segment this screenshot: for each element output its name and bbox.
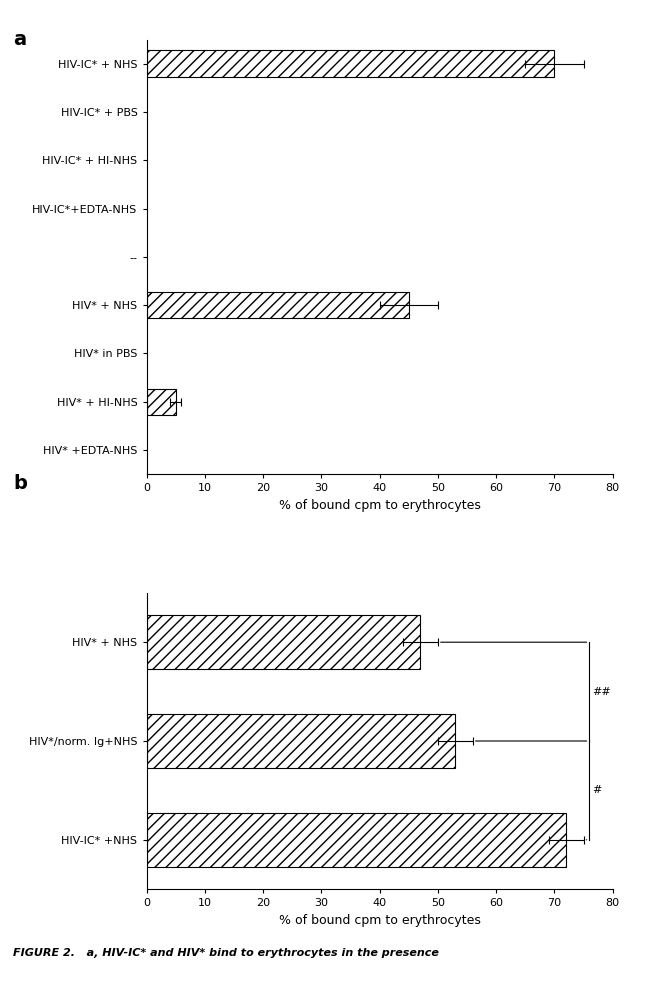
Bar (147, 50, 554, 77)
Text: #: # (592, 785, 601, 795)
Bar (147, 713, 456, 769)
X-axis label: % of bound cpm to erythrocytes: % of bound cpm to erythrocytes (278, 914, 481, 927)
Bar (147, 291, 409, 318)
Text: FIGURE 2.   a, HIV-IC* and HIV* bind to erythrocytes in the presence: FIGURE 2. a, HIV-IC* and HIV* bind to er… (13, 948, 439, 958)
Text: b: b (13, 474, 27, 493)
Text: ##: ## (592, 687, 611, 697)
X-axis label: % of bound cpm to erythrocytes: % of bound cpm to erythrocytes (278, 499, 481, 512)
Text: a: a (13, 30, 27, 48)
Bar (147, 812, 566, 867)
Bar (147, 615, 420, 670)
Bar (147, 388, 176, 415)
